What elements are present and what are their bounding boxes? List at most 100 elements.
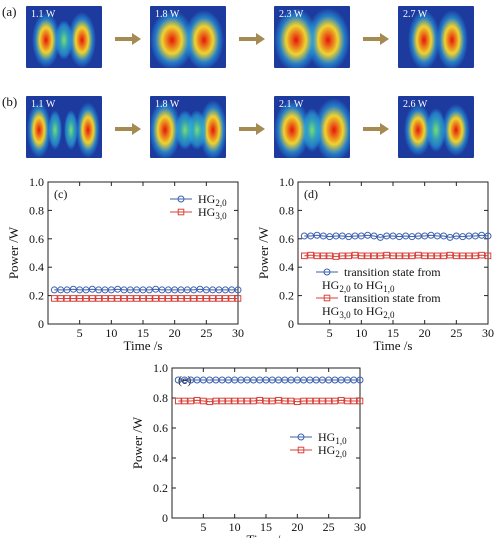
data-point — [351, 251, 359, 259]
data-point — [177, 295, 185, 302]
y-tick-label: 0.6 — [29, 232, 44, 246]
data-point — [337, 396, 345, 404]
legend-label: HG2,0 — [198, 192, 227, 208]
data-point — [434, 252, 441, 260]
data-point — [281, 397, 289, 405]
data-point — [370, 232, 378, 240]
power-label: 1.8 W — [155, 99, 180, 110]
power-label: 2.1 W — [279, 99, 304, 110]
data-point — [320, 252, 327, 260]
data-point — [312, 397, 320, 405]
legend-marker — [297, 433, 305, 441]
x-tick-label: 30 — [482, 326, 494, 340]
data-point — [187, 397, 195, 405]
x-tick-label: 25 — [200, 326, 212, 340]
right-arrow-icon — [239, 33, 265, 45]
data-point — [215, 295, 223, 302]
data-point — [268, 397, 276, 405]
data-point — [120, 295, 128, 302]
data-point — [146, 295, 153, 302]
chart-c: 0 0.2 0.4 0.6 0.8 1.0 5 10 15 20 25 30 Time /s Power … — [6, 175, 244, 353]
right-arrow-icon — [363, 123, 389, 135]
data-point — [396, 252, 403, 260]
data-point — [101, 295, 109, 302]
panel-label: (c) — [54, 187, 67, 201]
data-point — [325, 397, 332, 405]
y-tick-label: 0 — [162, 511, 168, 525]
y-tick-label: 1.0 — [29, 175, 44, 189]
x-tick-label: 5 — [77, 326, 83, 340]
data-point — [465, 252, 473, 260]
y-tick-label: 0.6 — [153, 421, 168, 435]
y-tick-label: 0.8 — [279, 203, 294, 217]
x-axis-label: Time /s — [124, 338, 163, 353]
x-tick-label: 25 — [323, 520, 335, 534]
data-point — [206, 398, 213, 406]
data-point — [262, 397, 270, 405]
data-point — [331, 397, 339, 405]
data-point — [174, 397, 182, 405]
data-point — [389, 252, 397, 260]
data-point — [89, 295, 96, 302]
data-point — [345, 252, 352, 260]
data-point — [307, 251, 314, 259]
data-point — [275, 396, 282, 404]
x-axis-label: Time /s — [247, 532, 286, 538]
right-arrow-icon — [363, 33, 389, 45]
data-point — [344, 397, 351, 405]
data-point — [358, 252, 365, 260]
right-arrow-icon — [115, 33, 141, 45]
y-tick-label: 0 — [38, 317, 44, 331]
y-axis-label: Power /W — [6, 226, 21, 279]
power-label: 1.8 W — [155, 9, 180, 20]
data-point — [63, 295, 71, 302]
power-label: 2.3 W — [279, 9, 304, 20]
right-arrow-icon — [239, 123, 265, 135]
legend-label: HG1,0 — [318, 430, 347, 446]
data-point — [326, 252, 333, 260]
data-point — [114, 295, 121, 302]
data-point — [356, 397, 364, 405]
data-point — [171, 295, 178, 302]
x-tick-label: 30 — [354, 520, 366, 534]
data-point — [200, 397, 207, 405]
data-point — [181, 397, 188, 405]
y-tick-label: 0.4 — [279, 260, 294, 274]
beam-profile-tile: 2.1 W — [274, 96, 350, 158]
data-point — [234, 295, 242, 302]
data-point — [484, 232, 492, 240]
data-point — [225, 397, 232, 405]
data-point — [376, 233, 384, 241]
x-tick-label: 5 — [327, 326, 333, 340]
data-point — [70, 295, 77, 302]
x-tick-label: 20 — [169, 326, 181, 340]
chart-e: 0 0.2 0.4 0.6 0.8 1.0 5 10 15 20 25 30 Time /s Power … — [130, 361, 366, 538]
beam-profile-tile: 1.1 W — [26, 96, 102, 158]
data-point — [218, 397, 226, 405]
data-point — [459, 252, 466, 260]
x-tick-label: 20 — [419, 326, 431, 340]
data-point — [243, 397, 251, 405]
data-point — [350, 397, 358, 405]
legend-marker — [177, 195, 185, 203]
data-point — [421, 252, 428, 260]
legend-marker — [323, 294, 331, 302]
x-tick-label: 30 — [232, 326, 244, 340]
legend-label: HG2,0 to HG1,0 — [322, 278, 395, 294]
data-point — [95, 295, 102, 302]
y-tick-label: 1.0 — [279, 175, 294, 189]
data-point — [408, 252, 416, 260]
data-point — [370, 252, 378, 260]
legend-label: HG3,0 — [198, 205, 227, 221]
data-point — [184, 295, 191, 302]
data-point — [339, 252, 346, 260]
data-point — [453, 252, 460, 260]
chart-d: 0 0.2 0.4 0.6 0.8 1.0 5 10 15 20 25 30 Time /s Power … — [256, 175, 494, 353]
data-point — [231, 397, 238, 405]
data-point — [139, 295, 147, 302]
y-axis-label: Power /W — [130, 416, 145, 469]
y-tick-label: 0.4 — [153, 451, 168, 465]
data-point — [440, 232, 448, 240]
data-point — [190, 295, 197, 302]
beam-profile-tile: 2.6 W — [398, 96, 474, 158]
